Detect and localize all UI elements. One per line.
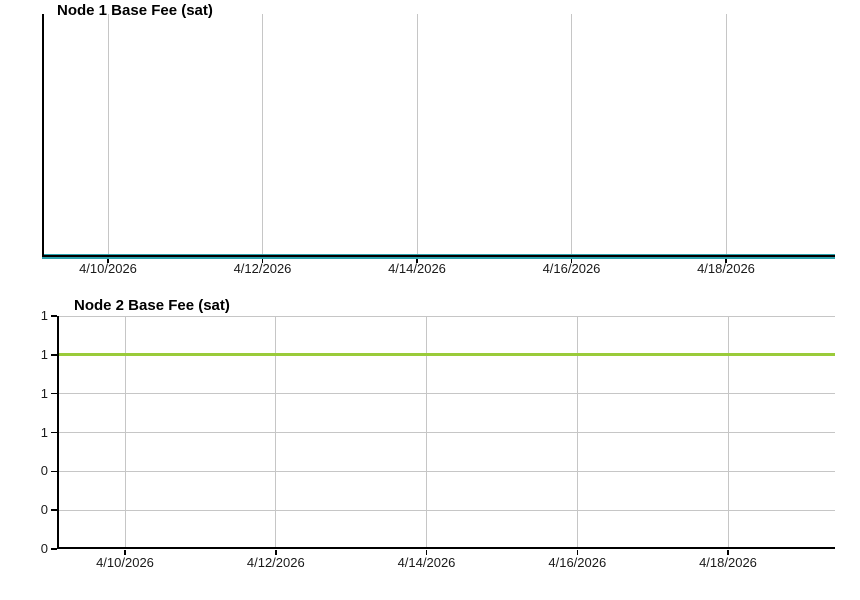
y-gridline	[57, 509, 835, 511]
x-tick-mark	[727, 550, 729, 555]
x-gridline	[725, 14, 727, 257]
x-tick-mark	[124, 550, 126, 555]
x-tick-label: 4/10/2026	[79, 261, 137, 276]
x-gridline	[416, 14, 418, 257]
x-tick-mark	[576, 550, 579, 555]
y-gridline	[57, 432, 835, 433]
x-tick-label: 4/18/2026	[697, 261, 755, 276]
y-gridline	[57, 393, 835, 395]
x-tick-label: 4/10/2026	[96, 555, 154, 570]
x-axis-line	[42, 255, 835, 257]
x-tick-label: 4/12/2026	[233, 261, 292, 276]
x-tick-mark	[107, 258, 109, 263]
x-tick-label: 4/18/2026	[699, 555, 757, 570]
x-tick-mark	[425, 550, 428, 555]
x-axis-line	[57, 547, 835, 549]
y-tick-mark	[51, 431, 57, 434]
y-axis-line	[57, 316, 59, 549]
x-tick-mark	[416, 258, 418, 263]
y-tick-label: 0	[40, 502, 48, 518]
x-tick-label: 4/16/2026	[548, 555, 607, 570]
x-gridline	[107, 14, 109, 257]
y-tick-mark	[51, 548, 57, 550]
x-tick-label: 4/16/2026	[542, 261, 601, 276]
y-gridline	[57, 470, 835, 472]
x-tick-mark	[570, 258, 573, 263]
y-tick-label: 1	[40, 385, 48, 401]
chart-title-node1: Node 1 Base Fee (sat)	[57, 2, 213, 19]
y-gridline	[57, 315, 835, 317]
y-tick-label: 1	[40, 308, 48, 323]
y-tick-mark	[51, 392, 57, 395]
y-tick-mark	[51, 315, 57, 317]
series-line	[57, 353, 835, 357]
x-tick-label: 4/12/2026	[246, 555, 305, 570]
x-tick-mark	[275, 550, 277, 555]
x-tick-label: 4/14/2026	[397, 555, 456, 570]
y-tick-label: 1	[40, 346, 48, 362]
y-tick-label: 0	[40, 463, 48, 479]
y-tick-mark	[51, 470, 57, 473]
x-tick-label: 4/14/2026	[388, 261, 446, 276]
x-tick-mark	[725, 258, 727, 263]
chart-title-node2: Node 2 Base Fee (sat)	[74, 297, 230, 314]
x-tick-mark	[261, 258, 264, 263]
y-tick-mark	[51, 509, 57, 511]
y-tick-label: 1	[40, 424, 48, 440]
y-tick-label: 0	[40, 541, 48, 556]
x-gridline	[262, 14, 263, 257]
y-axis-line	[42, 14, 44, 257]
y-tick-mark	[51, 354, 57, 356]
x-gridline	[571, 14, 572, 257]
